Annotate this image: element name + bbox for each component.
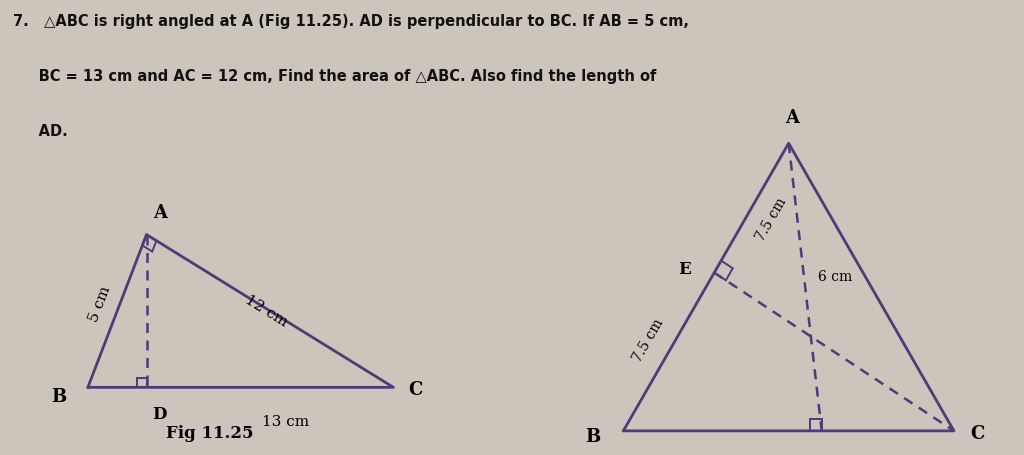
Text: AD.: AD.: [12, 125, 68, 140]
Text: A: A: [153, 204, 167, 222]
Text: D: D: [828, 454, 843, 455]
Text: B: B: [585, 429, 600, 446]
Text: 5 cm: 5 cm: [87, 284, 114, 324]
Text: Fig 11.25: Fig 11.25: [166, 425, 254, 442]
Text: C: C: [971, 425, 985, 443]
Text: 13 cm: 13 cm: [262, 415, 309, 429]
Text: E: E: [678, 261, 691, 278]
Text: 12 cm: 12 cm: [243, 293, 290, 330]
Text: C: C: [409, 381, 423, 399]
Text: A: A: [785, 109, 799, 127]
Text: 7.5 cm: 7.5 cm: [754, 196, 790, 243]
Text: B: B: [51, 388, 67, 405]
Text: BC = 13 cm and AC = 12 cm, Find the area of △ABC. Also find the length of: BC = 13 cm and AC = 12 cm, Find the area…: [12, 69, 656, 84]
Text: D: D: [153, 406, 167, 423]
Text: 6 cm: 6 cm: [818, 270, 852, 284]
Text: 7.   △ABC is right angled at A (Fig 11.25). AD is perpendicular to BC. If AB = 5: 7. △ABC is right angled at A (Fig 11.25)…: [12, 14, 689, 29]
Text: 7.5 cm: 7.5 cm: [631, 316, 667, 364]
